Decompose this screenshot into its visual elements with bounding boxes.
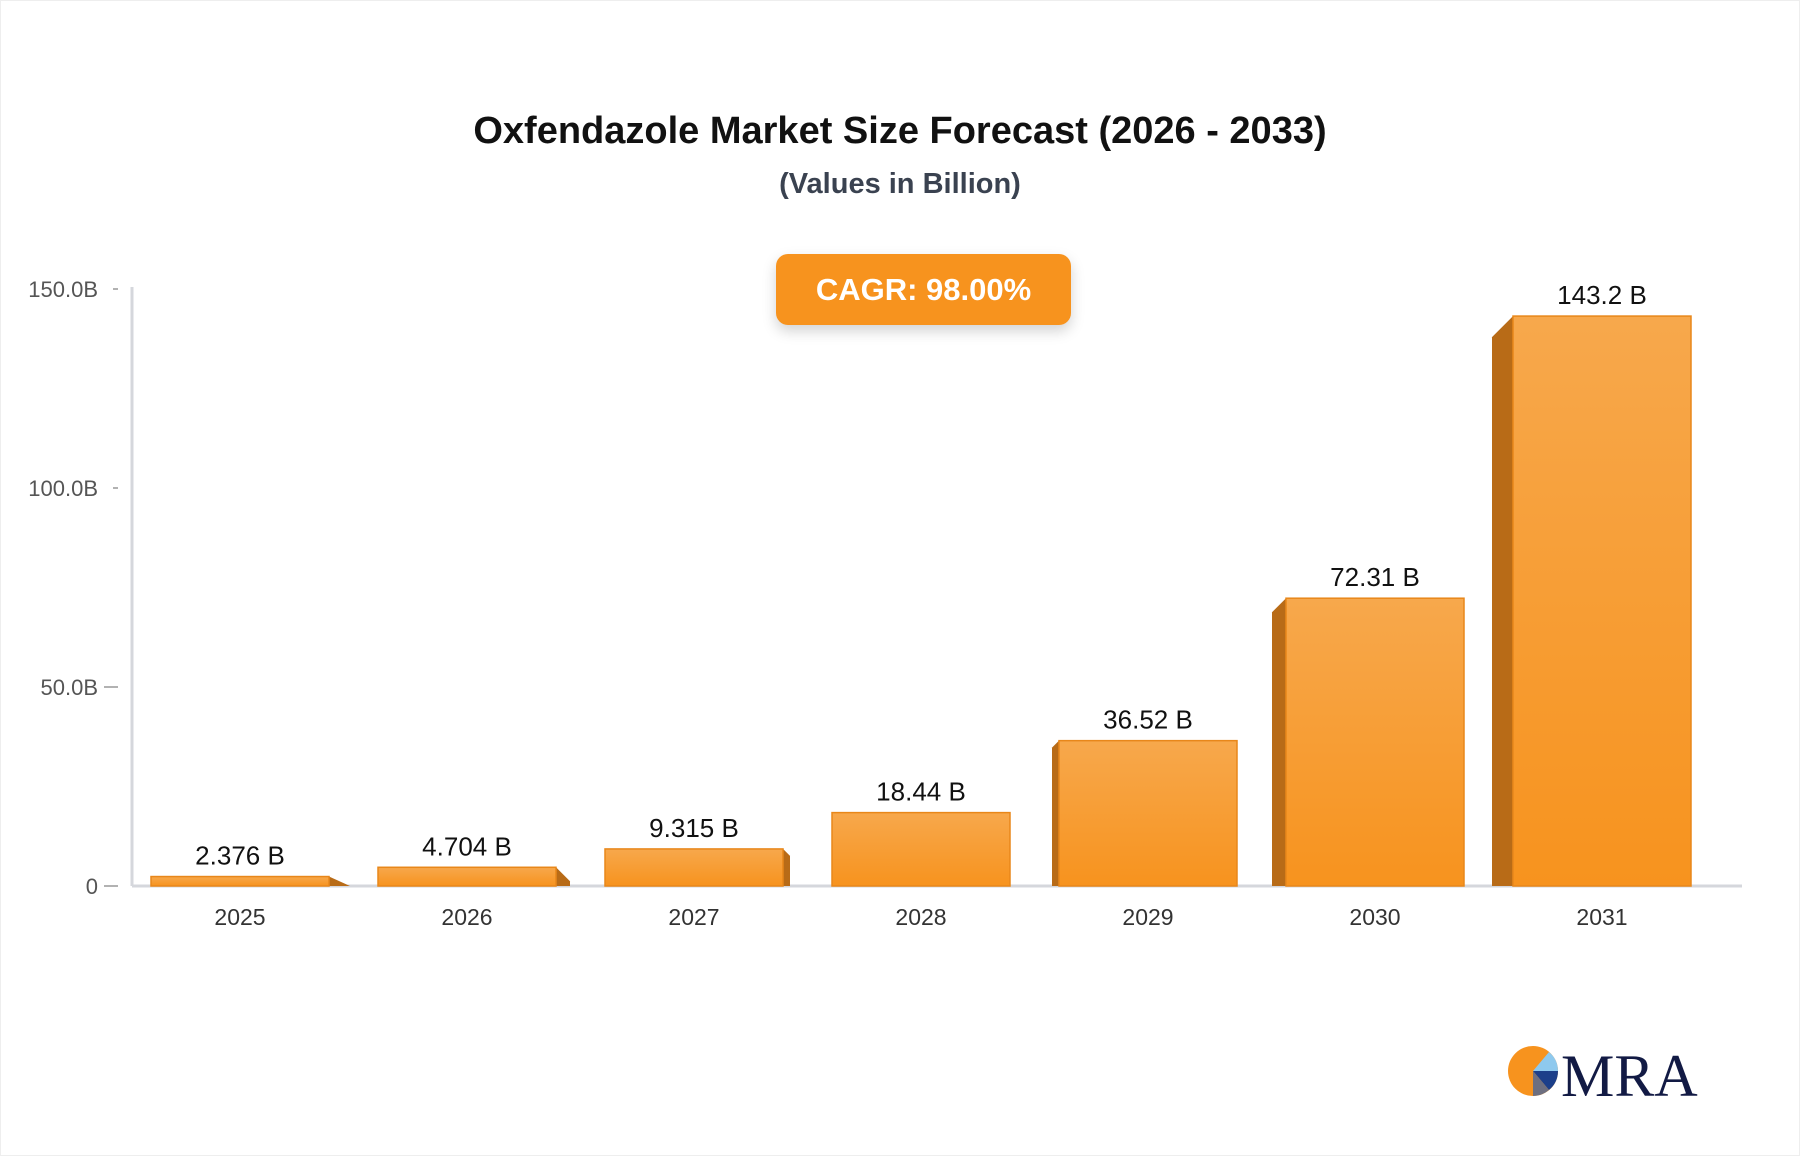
x-tick-label: 2028 bbox=[895, 904, 946, 930]
y-tick-label: 150.0B bbox=[28, 277, 98, 302]
logo-pie-icon: MRA bbox=[1508, 1043, 1698, 1102]
bar-side-2030 bbox=[1272, 598, 1286, 886]
x-tick-label: 2027 bbox=[668, 904, 719, 930]
bar-2031 bbox=[1512, 315, 1692, 887]
bar-2026 bbox=[377, 866, 557, 887]
data-label: 36.52 B bbox=[1103, 705, 1193, 735]
data-label: 4.704 B bbox=[422, 831, 512, 861]
mra-logo: MRA bbox=[1505, 1040, 1705, 1102]
data-label: 18.44 B bbox=[876, 777, 966, 807]
bar-side-2025 bbox=[329, 876, 350, 886]
y-tick-label: 50.0B bbox=[41, 675, 99, 700]
svg-text:MRA: MRA bbox=[1561, 1043, 1698, 1102]
bar-2029 bbox=[1058, 739, 1238, 887]
data-label: 2.376 B bbox=[195, 841, 285, 871]
bar-side-2026 bbox=[556, 867, 570, 886]
bar-2027 bbox=[604, 848, 784, 887]
bar-side-2027 bbox=[783, 848, 790, 886]
data-label: 9.315 B bbox=[649, 813, 739, 843]
x-tick-label: 2030 bbox=[1349, 904, 1400, 930]
y-tick-label: 0 bbox=[86, 874, 98, 899]
bar-side-2031 bbox=[1492, 316, 1513, 887]
x-tick-label: 2026 bbox=[441, 904, 492, 930]
x-tick-label: 2031 bbox=[1576, 904, 1627, 930]
bar-2030 bbox=[1285, 597, 1465, 887]
cagr-badge: CAGR: 98.00% bbox=[776, 254, 1071, 325]
y-tick-label: 100.0B bbox=[28, 476, 98, 501]
x-tick-label: 2025 bbox=[214, 904, 265, 930]
bar-side-2029 bbox=[1052, 740, 1059, 886]
data-label: 72.31 B bbox=[1330, 562, 1420, 592]
data-label: 143.2 B bbox=[1557, 280, 1647, 310]
bar-2028 bbox=[831, 811, 1011, 887]
chart-subtitle: (Values in Billion) bbox=[779, 168, 1021, 200]
bar-2025 bbox=[150, 875, 330, 887]
x-tick-label: 2029 bbox=[1122, 904, 1173, 930]
chart-title: Oxfendazole Market Size Forecast (2026 -… bbox=[473, 110, 1327, 152]
